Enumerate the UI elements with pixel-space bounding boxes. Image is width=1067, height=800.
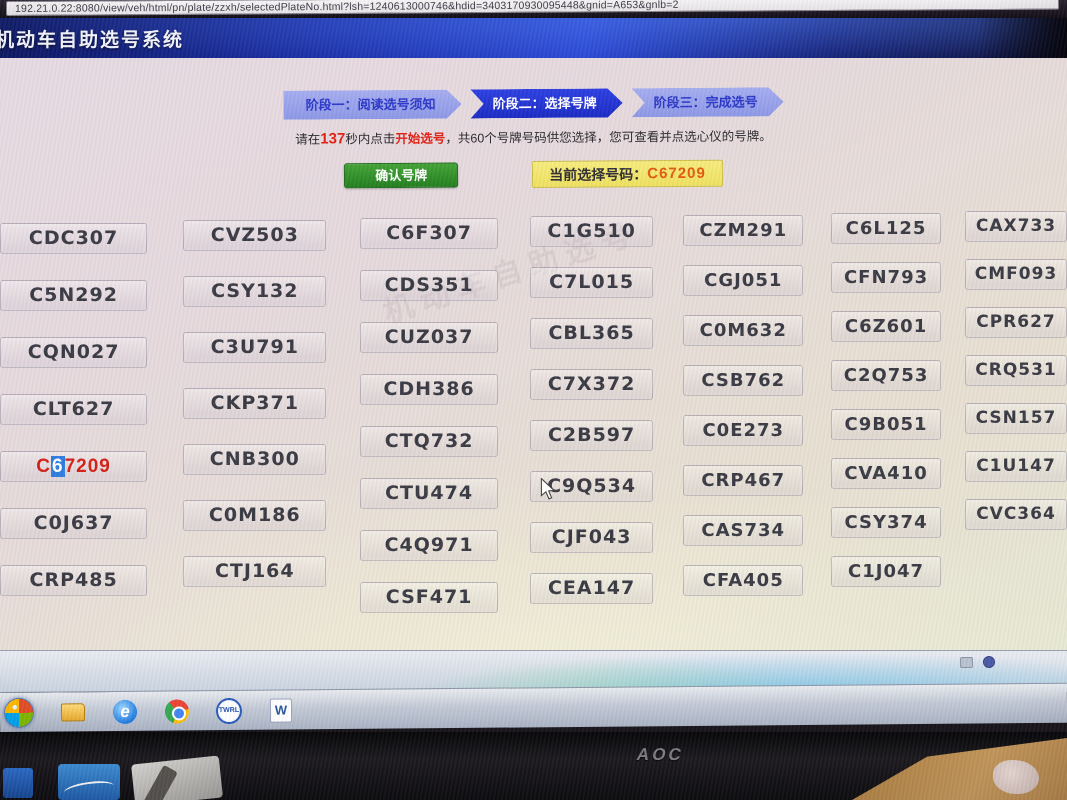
action-row: 确认号牌 当前选择号码： C67209 (0, 157, 1067, 191)
paper-on-floor (993, 760, 1039, 794)
url-text: 192.21.0.22:8080/view/veh/html/pn/plate/… (14, 0, 679, 15)
plate-option[interactable]: CVC364 (965, 499, 1067, 530)
page-title: 机动车自助选号系统 (0, 29, 185, 51)
plate-option[interactable]: C2B597 (529, 420, 654, 451)
plate-option[interactable]: CNB300 (183, 444, 327, 475)
bezel-sticker-gray (131, 755, 223, 800)
plate-column: C6L125 CFN793 C6Z601 C2Q753 C9B051 CVA410 CSY3… (831, 213, 941, 587)
plate-option[interactable]: CVA410 (831, 458, 941, 489)
start-button[interactable] (3, 697, 35, 728)
plate-option[interactable]: C2Q753 (831, 360, 941, 391)
plate-option[interactable]: CSY132 (183, 276, 327, 307)
plate-option[interactable]: C1U147 (965, 451, 1067, 482)
windows-taskbar: e TWRL W (0, 682, 1067, 732)
monitor-brand-logo: AOC (635, 745, 686, 764)
plate-option[interactable]: C3U791 (183, 332, 327, 363)
plate-option[interactable]: C4Q971 (360, 530, 498, 561)
tab-stage-2[interactable]: 阶段二：选择号牌 (470, 88, 622, 118)
plate-option[interactable]: C7X372 (529, 369, 654, 400)
plate-option[interactable]: CTJ164 (183, 556, 327, 587)
internet-explorer-icon[interactable]: e (112, 698, 138, 724)
plate-option[interactable]: CVZ503 (183, 220, 327, 251)
status-help-icon[interactable] (983, 656, 995, 668)
plate-option[interactable]: CRQ531 (965, 355, 1067, 386)
plate-option[interactable]: C1J047 (831, 556, 941, 587)
plate-option[interactable]: CDH386 (360, 374, 498, 405)
plate-option[interactable]: CDC307 (0, 223, 148, 254)
plate-option[interactable]: C0E273 (683, 415, 804, 446)
plate-option[interactable]: CLT627 (0, 394, 148, 425)
bezel-sticker-blue (3, 768, 33, 798)
plate-option[interactable]: C9Q534 (529, 471, 654, 502)
stage-tabs: 阶段一：阅读选号须知 阶段二：选择号牌 阶段三：完成选号 (0, 58, 1067, 122)
plate-option[interactable]: CUZ037 (360, 322, 498, 353)
plate-option[interactable]: C1G510 (529, 216, 654, 247)
plate-option[interactable]: CDS351 (360, 270, 498, 301)
countdown-seconds: 137 (320, 130, 346, 148)
plate-option[interactable]: C6F307 (360, 218, 498, 249)
plate-option[interactable]: C6L125 (831, 213, 941, 244)
word-doc-icon[interactable]: W (268, 697, 294, 723)
plate-grid: CDC307 C5N292 CQN027 CLT627 ✔C67209 C0J637 CRP… (0, 211, 1067, 613)
plate-option[interactable]: CBL365 (529, 318, 654, 349)
browser-chrome-top: 192.21.0.22:8080/view/veh/html/pn/plate/… (0, 0, 1067, 18)
start-selection-link[interactable]: 开始选号 (395, 131, 446, 146)
chrome-icon[interactable] (164, 698, 190, 724)
plate-column: C1G510 C7L015 CBL365 C7X372 C2B597 C9Q534 CJF0… (529, 216, 654, 604)
tab-stage-3[interactable]: 阶段三：完成选号 (632, 87, 784, 117)
current-selection-box: 当前选择号码： C67209 (532, 159, 723, 189)
plate-option[interactable]: CRP485 (0, 565, 148, 596)
plate-option[interactable]: C6Z601 (831, 311, 941, 342)
current-selection-value: C67209 (647, 164, 706, 183)
plate-option[interactable]: CFN793 (831, 262, 941, 293)
plate-option[interactable]: CAS734 (683, 515, 804, 546)
plate-option[interactable]: ✔C67209 (0, 451, 148, 482)
plate-option[interactable]: CTQ732 (360, 426, 498, 457)
plate-option[interactable]: CPR627 (965, 307, 1067, 338)
plate-option[interactable]: C7L015 (529, 267, 654, 298)
plate-column: CVZ503 CSY132 C3U791 CKP371 CNB300 C0M186 CTJ1… (183, 220, 327, 587)
folder-icon[interactable] (60, 699, 86, 725)
plate-column: CDC307 C5N292 CQN027 CLT627 ✔C67209 C0J637 CRP… (0, 223, 148, 596)
plate-option[interactable]: CMF093 (965, 259, 1067, 290)
plate-column: C6F307 CDS351 CUZ037 CDH386 CTQ732 CTU474 C4Q9… (360, 218, 498, 613)
plate-option[interactable]: CSF471 (360, 582, 498, 613)
plate-option[interactable]: CAX733 (965, 211, 1067, 242)
tab-stage-1[interactable]: 阶段一：阅读选号须知 (283, 90, 461, 120)
plate-option[interactable]: CTU474 (360, 478, 498, 509)
plate-option[interactable]: CSB762 (683, 365, 804, 396)
current-selection-label: 当前选择号码： (549, 165, 648, 183)
plate-option[interactable]: C0M186 (183, 500, 327, 531)
notice-mid: 秒内点击 (345, 131, 396, 147)
status-icons (960, 656, 995, 668)
address-bar[interactable]: 192.21.0.22:8080/view/veh/html/pn/plate/… (5, 0, 1060, 16)
countdown-notice: 请在137秒内点击开始选号，共60个号牌号码供您选择，您可查看并点选心仪的号牌。 (0, 123, 1067, 149)
plate-column: CZM291 CGJ051 C0M632 CSB762 C0E273 CRP467 CAS7… (683, 215, 804, 596)
plate-option[interactable]: CSY374 (831, 507, 941, 538)
plate-option[interactable]: CRP467 (683, 465, 804, 496)
plate-option[interactable]: CEA147 (529, 573, 654, 604)
status-image-icon[interactable] (960, 656, 973, 668)
plate-option[interactable]: CJF043 (529, 522, 654, 553)
notice-prefix: 请在 (295, 132, 321, 147)
confirm-plate-button[interactable]: 确认号牌 (344, 162, 459, 189)
plate-option[interactable]: C0J637 (0, 508, 148, 539)
plate-option[interactable]: CQN027 (0, 337, 148, 368)
plate-column: CAX733 CMF093 CPR627 CRQ531 CSN157 C1U147 CVC3… (965, 211, 1067, 530)
plate-option[interactable]: C5N292 (0, 280, 148, 311)
page-content: 机动车自助选号 阶段一：阅读选号须知 阶段二：选择号牌 阶段三：完成选号 请在1… (0, 58, 1067, 650)
notice-suffix: ，共60个号牌号码供您选择，您可查看并点选心仪的号牌。 (445, 129, 772, 146)
plate-option[interactable]: CFA405 (683, 565, 804, 596)
plate-option[interactable]: CGJ051 (683, 265, 804, 296)
monitor-bezel: AOC (0, 732, 1067, 800)
plate-option[interactable]: CSN157 (965, 403, 1067, 434)
app-header: 机动车自助选号系统 (0, 18, 1067, 58)
plate-option[interactable]: C9B051 (831, 409, 941, 440)
plate-option[interactable]: CKP371 (183, 388, 327, 419)
plate-option[interactable]: CZM291 (683, 215, 804, 246)
twrl-app-icon[interactable]: TWRL (215, 697, 243, 724)
plate-option[interactable]: C0M632 (683, 315, 804, 346)
energy-star-sticker (58, 764, 120, 800)
